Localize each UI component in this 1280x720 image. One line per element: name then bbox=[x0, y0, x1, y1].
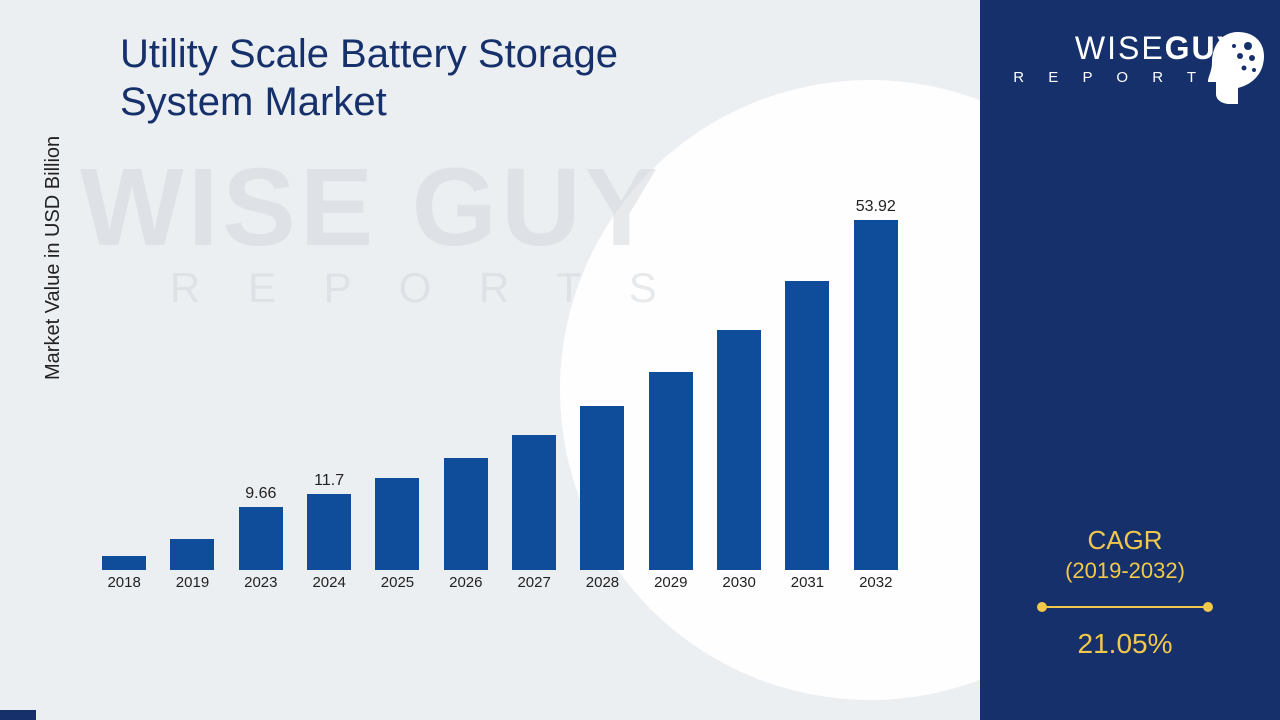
chart-title: Utility Scale Battery Storage System Mar… bbox=[120, 30, 760, 126]
x-tick-label: 2032 bbox=[842, 574, 910, 591]
x-axis-labels: 2018201920232024202520262027202820292030… bbox=[90, 574, 910, 591]
bar bbox=[785, 281, 829, 571]
bar bbox=[580, 406, 624, 570]
cagr-period: (2019-2032) bbox=[1030, 558, 1220, 584]
bar-group bbox=[568, 190, 636, 570]
bar bbox=[854, 220, 898, 570]
bar bbox=[102, 556, 146, 570]
bar-group bbox=[637, 190, 705, 570]
brand-logo: WISEGUY R E P O R T S bbox=[1000, 30, 1240, 86]
bar-group bbox=[705, 190, 773, 570]
bar-value-label: 11.7 bbox=[314, 472, 344, 490]
x-tick-label: 2018 bbox=[90, 574, 158, 591]
cagr-dot-left bbox=[1037, 602, 1047, 612]
cagr-value: 21.05% bbox=[1030, 628, 1220, 660]
bottom-accent-bar bbox=[0, 710, 36, 720]
bar-group: 11.7 bbox=[295, 190, 363, 570]
x-tick-label: 2019 bbox=[158, 574, 226, 591]
bar bbox=[512, 435, 556, 570]
infographic-canvas: WISE GUY R E P O R T S Utility Scale Bat… bbox=[0, 0, 1280, 720]
x-tick-label: 2031 bbox=[773, 574, 841, 591]
x-tick-label: 2029 bbox=[637, 574, 705, 591]
bar-group bbox=[432, 190, 500, 570]
bar-value-label: 9.66 bbox=[245, 485, 276, 503]
bar bbox=[649, 372, 693, 570]
x-tick-label: 2024 bbox=[295, 574, 363, 591]
bar bbox=[239, 507, 283, 570]
bar bbox=[375, 478, 419, 570]
bar bbox=[444, 458, 488, 570]
x-tick-label: 2023 bbox=[227, 574, 295, 591]
bar bbox=[170, 539, 214, 570]
x-tick-label: 2027 bbox=[500, 574, 568, 591]
cagr-block: CAGR (2019-2032) 21.05% bbox=[1030, 525, 1220, 660]
bar-value-label: 53.92 bbox=[856, 198, 896, 216]
x-tick-label: 2026 bbox=[432, 574, 500, 591]
brand-name: WISEGUY bbox=[1000, 30, 1240, 67]
x-tick-label: 2025 bbox=[363, 574, 431, 591]
brand-wise: WISE bbox=[1075, 30, 1165, 66]
bar-group bbox=[363, 190, 431, 570]
bar bbox=[307, 494, 351, 570]
y-axis-label: Market Value in USD Billion bbox=[42, 136, 65, 380]
bar-group bbox=[158, 190, 226, 570]
bar-group bbox=[500, 190, 568, 570]
brand-sub: R E P O R T S bbox=[1000, 69, 1240, 86]
head-dots-icon bbox=[1208, 28, 1268, 106]
cagr-divider bbox=[1040, 600, 1210, 614]
plot-area: 9.66 11.7 53.92 bbox=[90, 190, 910, 570]
x-tick-label: 2028 bbox=[568, 574, 636, 591]
cagr-label: CAGR bbox=[1030, 525, 1220, 556]
bar-chart: 9.6611.753.92 20182019202320242025202620… bbox=[90, 190, 910, 590]
cagr-dot-right bbox=[1203, 602, 1213, 612]
bar-group bbox=[773, 190, 841, 570]
x-tick-label: 2030 bbox=[705, 574, 773, 591]
bar-group: 9.66 bbox=[227, 190, 295, 570]
bar-group bbox=[90, 190, 158, 570]
bar bbox=[717, 330, 761, 570]
bar-group: 53.92 bbox=[842, 190, 910, 570]
